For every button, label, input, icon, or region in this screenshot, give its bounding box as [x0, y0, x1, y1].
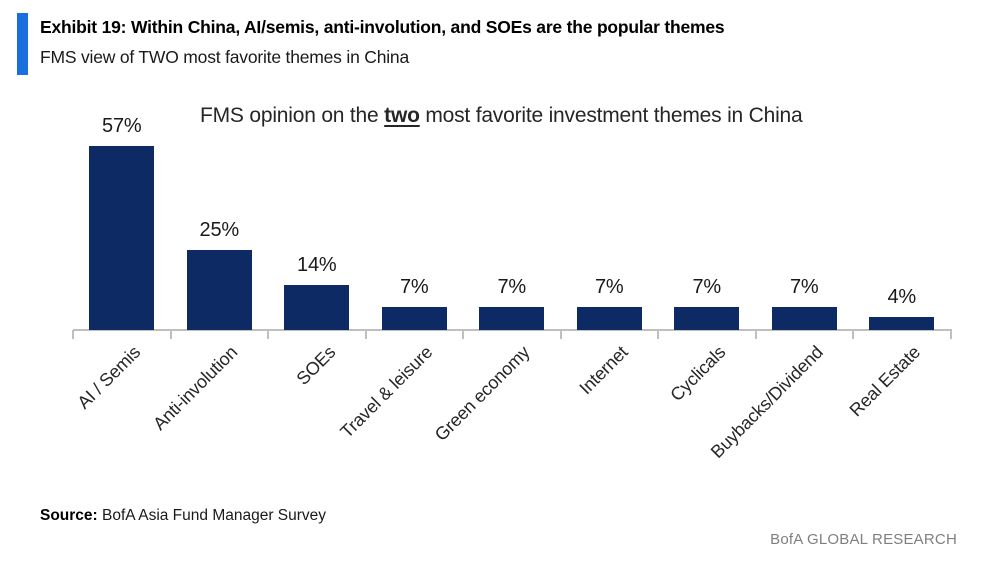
exhibit-accent-bar — [17, 13, 28, 75]
x-axis-tick — [169, 330, 172, 339]
x-axis-tick — [657, 330, 659, 339]
source-line: Source: BofA Asia Fund Manager Survey — [40, 507, 326, 525]
bar-value-label: 7% — [399, 276, 429, 299]
bar-value-label: 7% — [692, 276, 721, 299]
bar — [674, 307, 740, 330]
source-label: Source: — [40, 507, 98, 524]
x-axis-label: Cyclicals — [665, 342, 729, 406]
x-axis-label: Real Estate — [845, 342, 924, 421]
bar-value-label: 7% — [789, 276, 819, 299]
bar — [284, 284, 350, 330]
exhibit-subtitle: FMS view of TWO most favorite themes in … — [40, 47, 409, 67]
exhibit-title: Exhibit 19: Within China, AI/semis, anti… — [40, 17, 725, 37]
bar — [771, 307, 837, 330]
x-axis-label: Green economy — [431, 342, 534, 445]
bar-value-label: 7% — [594, 276, 624, 299]
bar — [89, 146, 155, 330]
bar-value-label: 7% — [497, 276, 526, 299]
bar-value-label: 57% — [102, 115, 142, 138]
bar — [479, 307, 545, 330]
x-axis-tick — [267, 330, 269, 339]
x-axis-label: AI / Semis — [73, 342, 144, 413]
x-axis-tick — [462, 330, 464, 339]
x-axis-label: SOEs — [292, 342, 339, 389]
x-axis-label: Internet — [575, 342, 632, 399]
x-axis-tick — [754, 330, 757, 339]
chart-title-prefix: FMS opinion on the — [200, 104, 385, 127]
bar-value-label: 4% — [887, 286, 916, 309]
x-axis-tick — [559, 330, 562, 339]
chart-title-suffix: most favorite investment themes in China — [419, 104, 803, 127]
bar — [186, 249, 252, 330]
x-axis-tick — [949, 330, 952, 339]
chart-title-underlined-word: two — [384, 104, 420, 127]
x-axis-label: Travel & leisure — [336, 342, 437, 442]
source-text: BofA Asia Fund Manager Survey — [97, 507, 327, 524]
brand-line: BofA GLOBAL RESEARCH — [770, 531, 957, 548]
x-axis-tick — [72, 330, 74, 339]
x-axis-tick — [852, 330, 854, 339]
x-axis-label: Anti-involution — [149, 342, 242, 434]
chart-title: FMS opinion on the two most favorite inv… — [200, 104, 803, 128]
x-axis-tick — [364, 330, 367, 339]
x-axis-line — [73, 329, 952, 331]
bar — [869, 317, 935, 330]
bar — [576, 307, 642, 330]
bar-value-label: 25% — [199, 218, 240, 241]
bar — [381, 307, 447, 330]
bar-value-label: 14% — [297, 253, 337, 276]
